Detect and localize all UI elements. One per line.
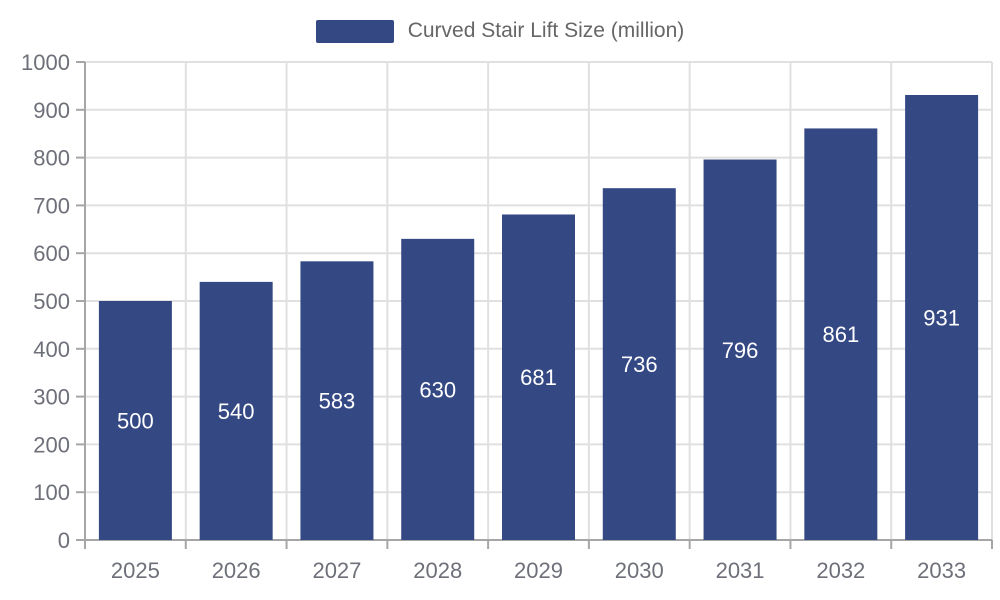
bar-value-label: 736 bbox=[621, 352, 658, 377]
bar-value-label: 540 bbox=[218, 399, 255, 424]
legend-label: Curved Stair Lift Size (million) bbox=[407, 19, 685, 42]
x-axis-tick-label: 2031 bbox=[716, 558, 765, 583]
bar-2031[interactable] bbox=[703, 159, 777, 540]
legend[interactable]: Curved Stair Lift Size (million) bbox=[0, 17, 1000, 45]
x-axis-tick-label: 2027 bbox=[312, 558, 361, 583]
x-axis-tick-label: 2025 bbox=[111, 558, 160, 583]
y-axis-tick-label: 600 bbox=[33, 241, 70, 266]
x-axis-tick-label: 2029 bbox=[514, 558, 563, 583]
bar-value-label: 861 bbox=[822, 322, 859, 347]
axis-tick-labels: 0 100 200 300 400 500 600 700 800 900 1000 2025 2026… bbox=[21, 50, 966, 583]
y-axis-tick-label: 1000 bbox=[21, 50, 70, 75]
bar-2032[interactable] bbox=[804, 128, 878, 540]
y-axis-tick-label: 700 bbox=[33, 193, 70, 218]
y-axis-tick-label: 900 bbox=[33, 98, 70, 123]
bar-2026[interactable] bbox=[199, 281, 273, 540]
bar-2025[interactable] bbox=[98, 301, 172, 540]
bar-2027[interactable] bbox=[300, 261, 374, 540]
bar-2028[interactable] bbox=[401, 238, 475, 541]
y-axis-tick-label: 200 bbox=[33, 432, 70, 457]
bar-value-label: 500 bbox=[117, 409, 154, 434]
bar-value-label: 681 bbox=[520, 365, 557, 390]
y-axis-tick-label: 500 bbox=[33, 289, 70, 314]
x-axis-tick-label: 2026 bbox=[212, 558, 261, 583]
y-axis-tick-label: 400 bbox=[33, 337, 70, 362]
bar-2033[interactable] bbox=[905, 94, 979, 541]
x-axis-tick-label: 2028 bbox=[413, 558, 462, 583]
y-axis-tick-label: 0 bbox=[58, 528, 70, 553]
bar-value-label: 583 bbox=[319, 389, 356, 414]
bar-2029[interactable] bbox=[502, 214, 575, 540]
bar-value-label: 931 bbox=[923, 305, 960, 330]
bar-value-label: 796 bbox=[722, 338, 759, 363]
y-axis-tick-label: 800 bbox=[33, 146, 70, 171]
x-axis-tick-label: 2032 bbox=[816, 558, 865, 583]
bar-value-label: 630 bbox=[419, 377, 456, 402]
legend-swatch bbox=[315, 19, 394, 43]
bars-group: 500 540 583 630 681 736 796 861 931 bbox=[98, 94, 979, 541]
x-axis-tick-label: 2033 bbox=[917, 558, 966, 583]
y-axis-tick-label: 100 bbox=[33, 480, 70, 505]
y-axis-tick-label: 300 bbox=[33, 385, 70, 410]
bar-2030[interactable] bbox=[602, 188, 676, 540]
x-axis-tick-label: 2030 bbox=[615, 558, 664, 583]
